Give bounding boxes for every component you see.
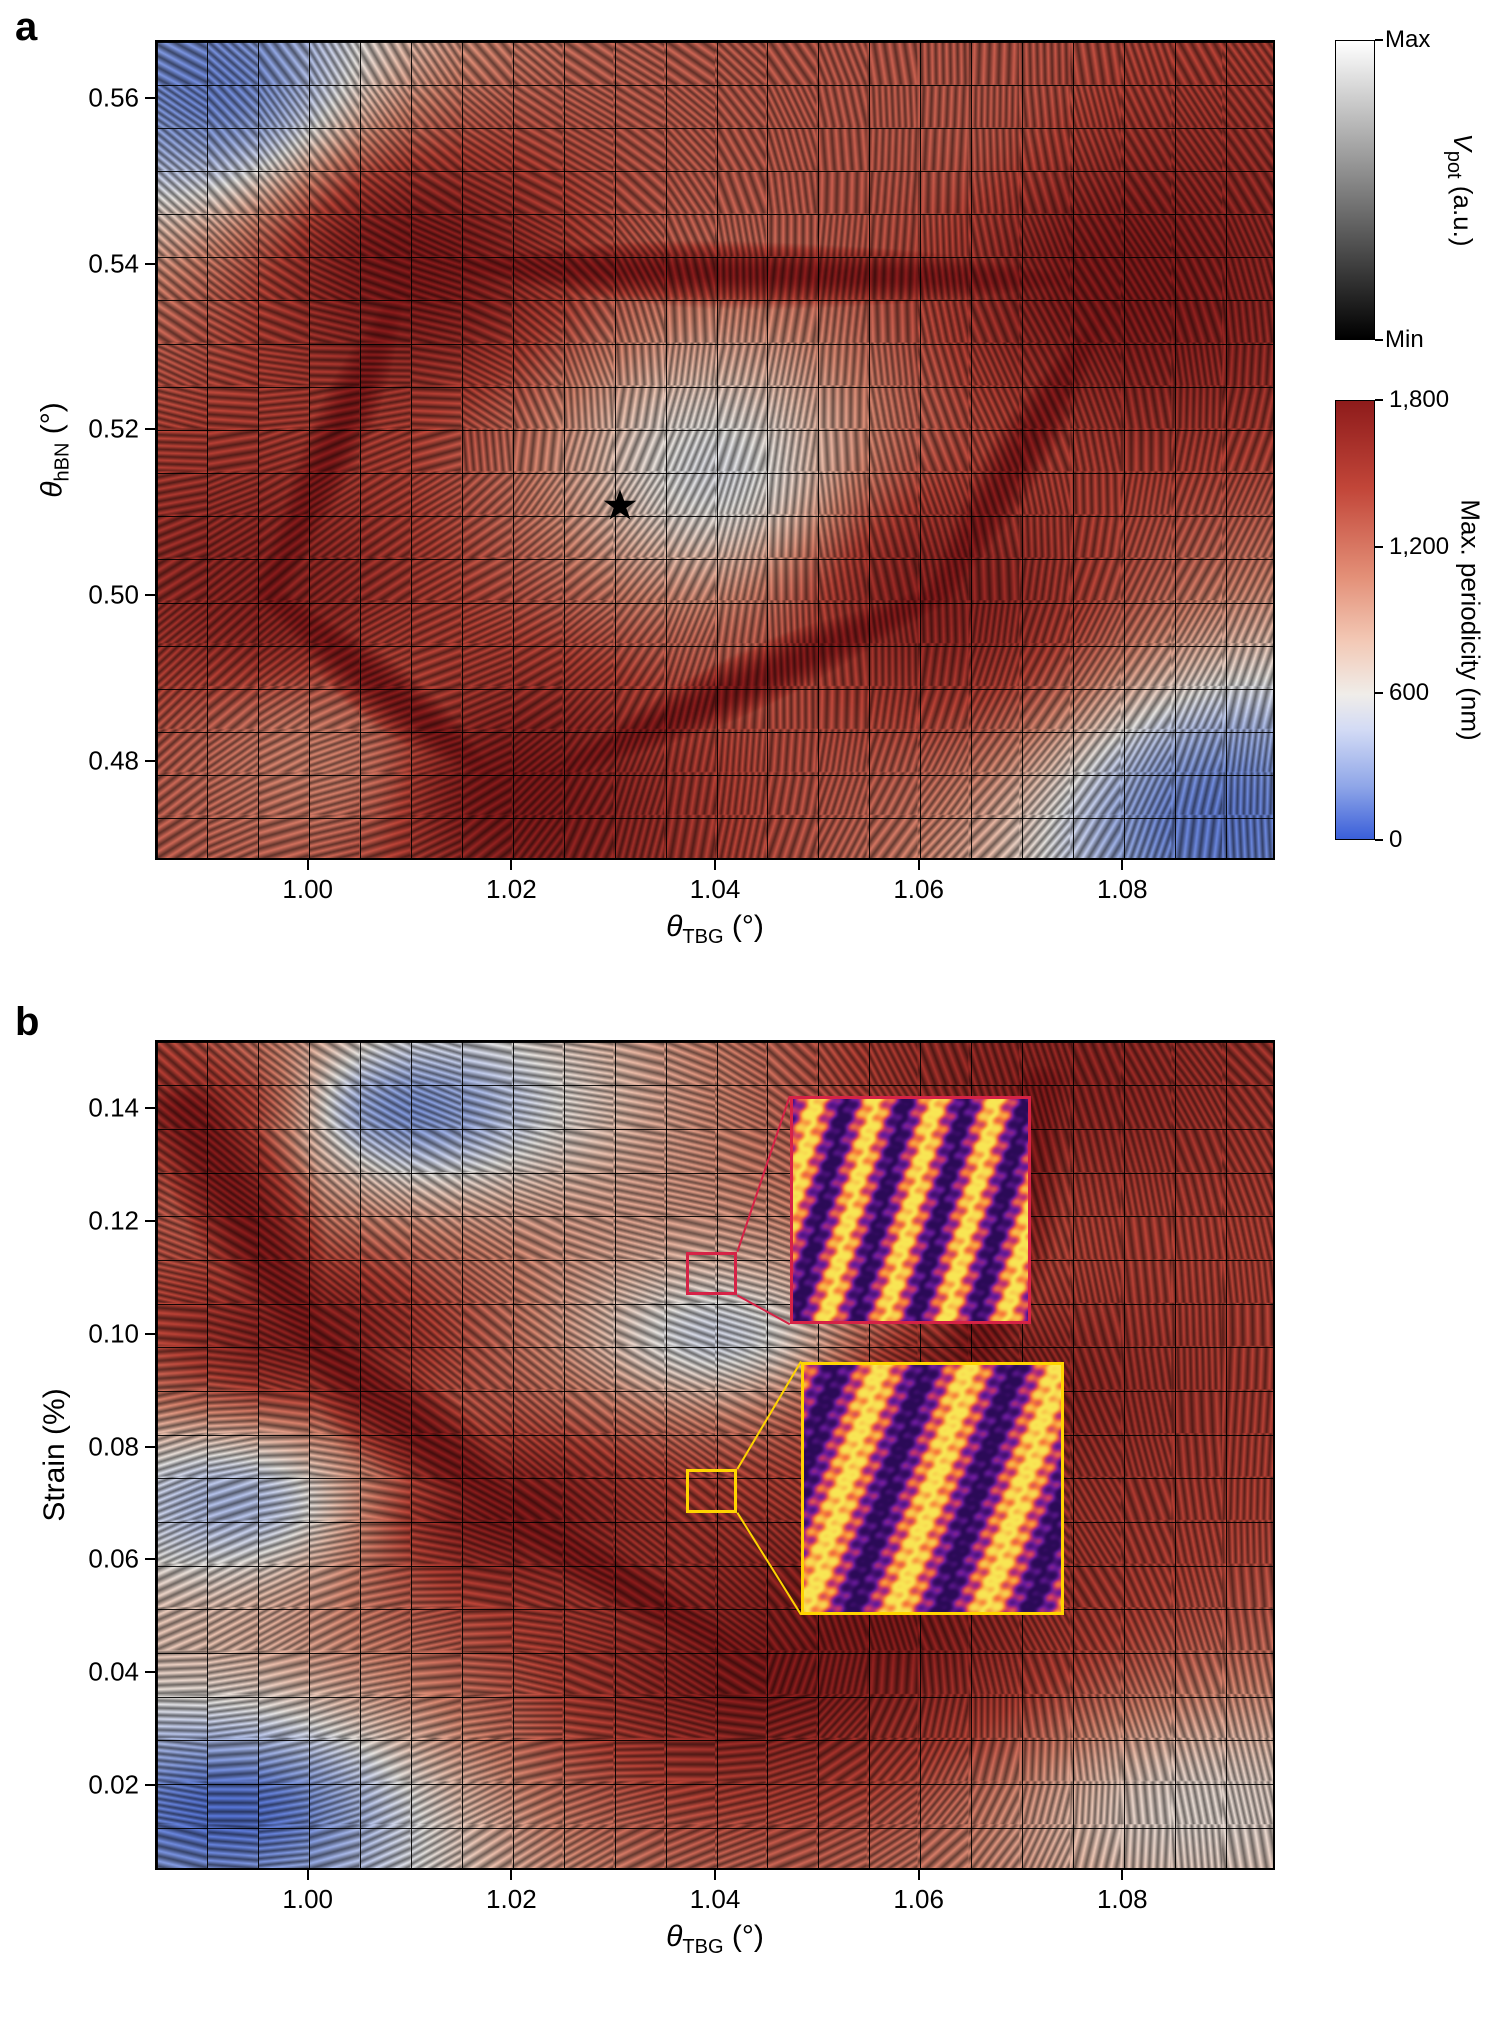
panel-b-ylabel: Strain (%) xyxy=(38,1388,72,1521)
panel-b-plot xyxy=(155,1040,1275,1870)
panel-a-plot xyxy=(155,40,1275,860)
panel-a-xlabel: θTBG (°) xyxy=(666,910,764,949)
inset-red xyxy=(790,1096,1031,1324)
colorbar-periodicity-label: Max. periodicity (nm) xyxy=(1455,499,1486,740)
panel-b-grid xyxy=(157,1042,1273,1868)
inset-source-box-red xyxy=(686,1252,737,1296)
colorbar-periodicity xyxy=(1335,400,1375,840)
panel-b-xlabel: θTBG (°) xyxy=(666,1920,764,1959)
colorbar-vpot-min: Min xyxy=(1385,326,1424,354)
panel-a-grid xyxy=(157,42,1273,858)
panel-b-label: b xyxy=(15,1000,39,1045)
inset-yellow xyxy=(801,1362,1064,1615)
colorbar-vpot xyxy=(1335,40,1375,340)
figure-root: a b Max Min Vpot (a.u.) Max. periodicity… xyxy=(0,0,1501,2018)
panel-a-label: a xyxy=(15,5,37,50)
panel-a-ylabel: θhBN (°) xyxy=(36,402,75,498)
colorbar-vpot-label: Vpot (a.u.) xyxy=(1442,133,1478,246)
colorbar-vpot-max: Max xyxy=(1385,26,1430,54)
inset-source-box-yellow xyxy=(686,1469,737,1513)
